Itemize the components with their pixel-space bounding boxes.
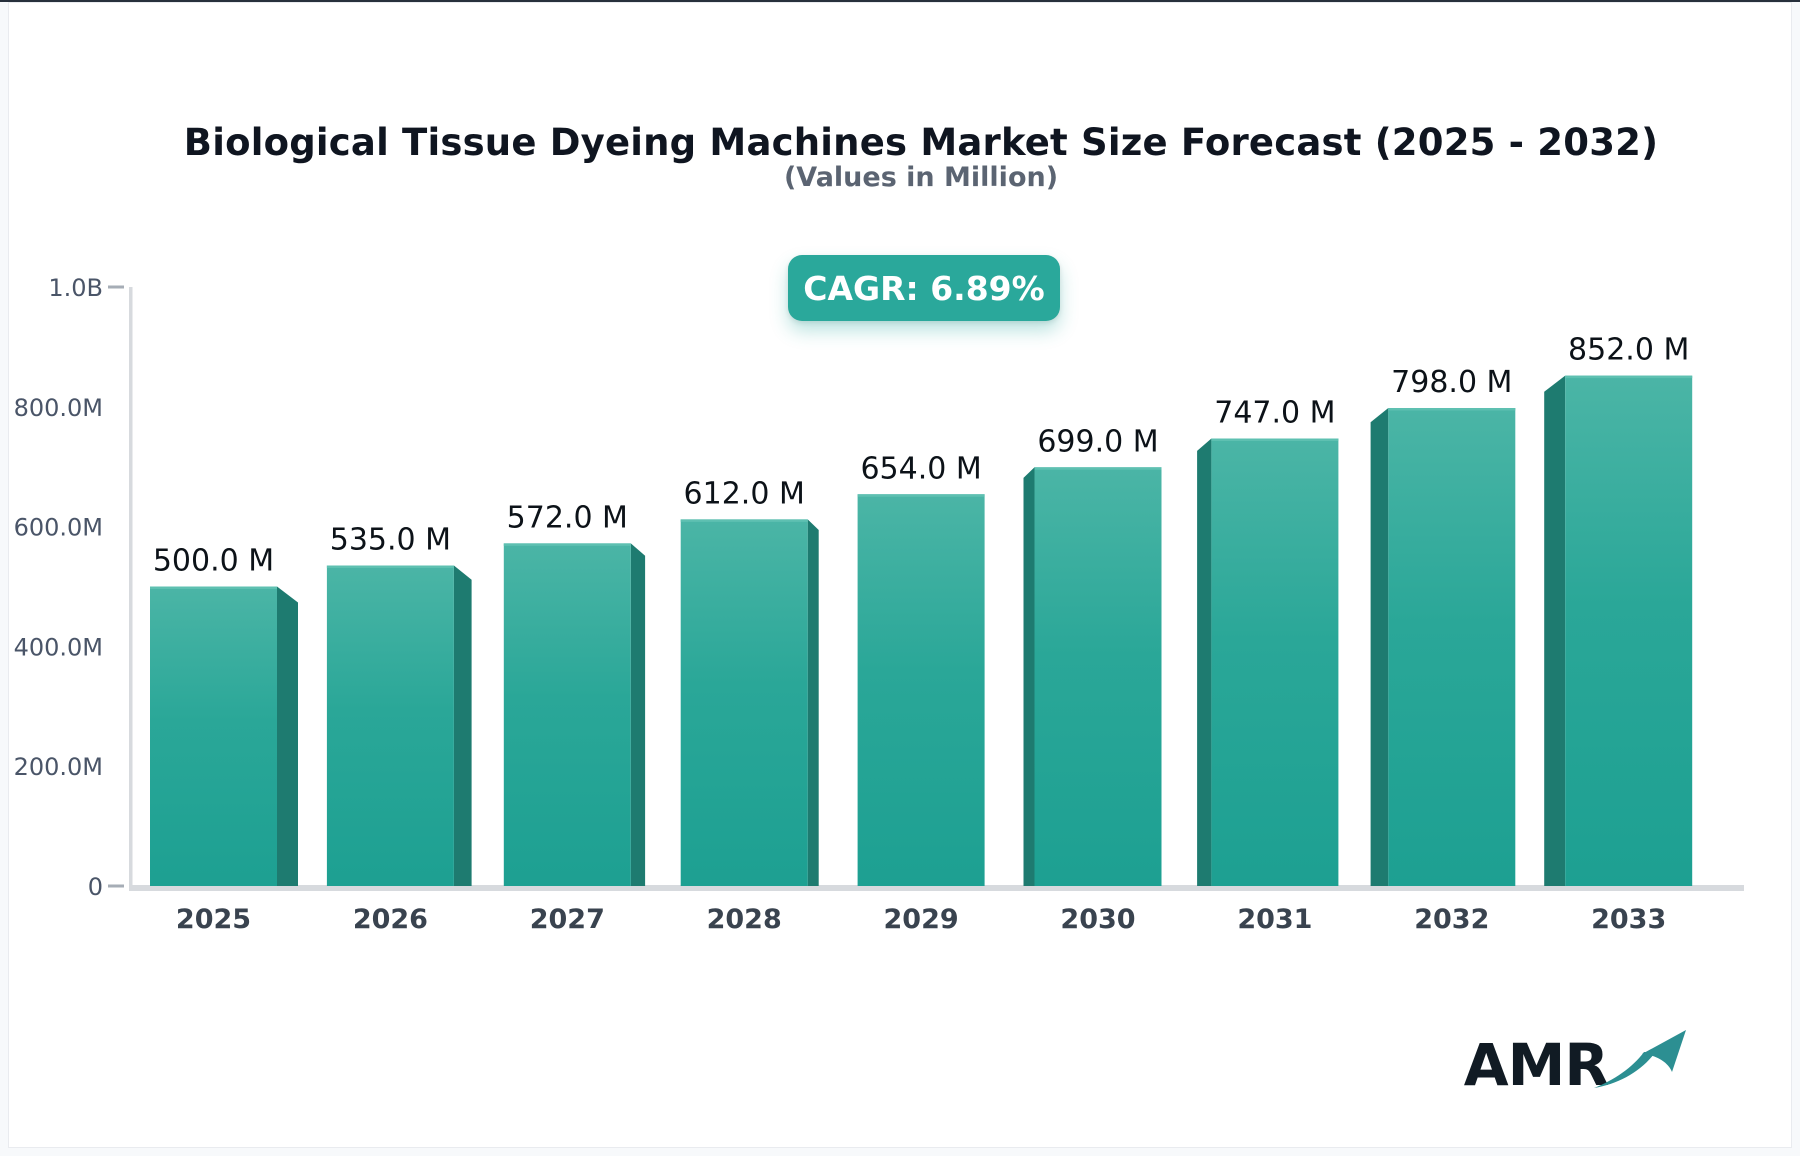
cagr-badge-label: CAGR: 6.89%: [803, 268, 1045, 308]
growth-arrow-icon: [1594, 1030, 1686, 1088]
x-axis-label-2031: 2031: [1237, 904, 1312, 935]
y-tick-dash: [108, 285, 124, 289]
bar-side-2026: [453, 565, 472, 886]
bar-side-2033: [1544, 375, 1566, 886]
y-tick-label-400.0M: 400.0M: [14, 633, 103, 661]
bar-side-2032: [1370, 407, 1389, 886]
cagr-badge: CAGR: 6.89%: [788, 255, 1060, 321]
bar-2026: [326, 565, 454, 886]
y-tick-label-600.0M: 600.0M: [14, 514, 103, 542]
bar-value-label-2027: 572.0 M: [507, 500, 628, 535]
chart-title: Biological Tissue Dyeing Machines Market…: [183, 120, 1659, 164]
screenshot-top-edge: [0, 0, 1800, 2]
bar-side-2030: [1023, 467, 1035, 886]
x-axis-label-2027: 2027: [530, 904, 605, 935]
x-axis-label-2028: 2028: [707, 904, 782, 935]
bar-value-label-2029: 654.0 M: [860, 451, 981, 486]
bar-2025: [150, 586, 277, 886]
x-axis-label-2029: 2029: [884, 904, 959, 935]
y-tick-label-200.0M: 200.0M: [14, 753, 103, 781]
bar-2030: [1034, 467, 1162, 886]
bar-side-2031: [1197, 438, 1212, 886]
y-axis-line: [129, 287, 133, 886]
bar-value-label-2033: 852.0 M: [1568, 333, 1689, 368]
bar-2029: [857, 494, 985, 886]
bar-side-2025: [277, 586, 298, 886]
y-tick-label-0: 0: [88, 873, 103, 901]
bar-value-label-2025: 500.0 M: [153, 544, 274, 579]
x-axis-label-2033: 2033: [1591, 904, 1666, 935]
bar-side-2028: [807, 519, 819, 886]
x-axis-label-2030: 2030: [1060, 904, 1135, 935]
chart-subtitle: (Values in Million): [783, 162, 1059, 193]
x-axis-label-2026: 2026: [353, 904, 428, 935]
bar-value-label-2028: 612.0 M: [684, 476, 805, 511]
bar-2028: [680, 519, 808, 886]
bar-value-label-2026: 535.0 M: [330, 523, 451, 558]
x-axis-label-2032: 2032: [1414, 904, 1489, 935]
bar-value-label-2030: 699.0 M: [1037, 424, 1158, 459]
bar-value-label-2032: 798.0 M: [1391, 365, 1512, 400]
x-axis-line: [129, 885, 1744, 891]
y-tick-label-1.0B: 1.0B: [48, 274, 103, 302]
y-tick-label-800.0M: 800.0M: [14, 394, 103, 422]
bar-2031: [1211, 438, 1339, 886]
amr-logo-text: AMR: [1463, 1031, 1609, 1099]
x-axis-label-2025: 2025: [176, 904, 251, 935]
bar-value-label-2031: 747.0 M: [1214, 396, 1335, 431]
bar-2032: [1388, 407, 1516, 886]
bar-2033: [1565, 375, 1693, 886]
y-tick-dash: [108, 884, 124, 888]
bar-2027: [503, 543, 631, 886]
bar-side-2027: [630, 543, 646, 886]
amr-logo: AMR: [1464, 1028, 1700, 1094]
